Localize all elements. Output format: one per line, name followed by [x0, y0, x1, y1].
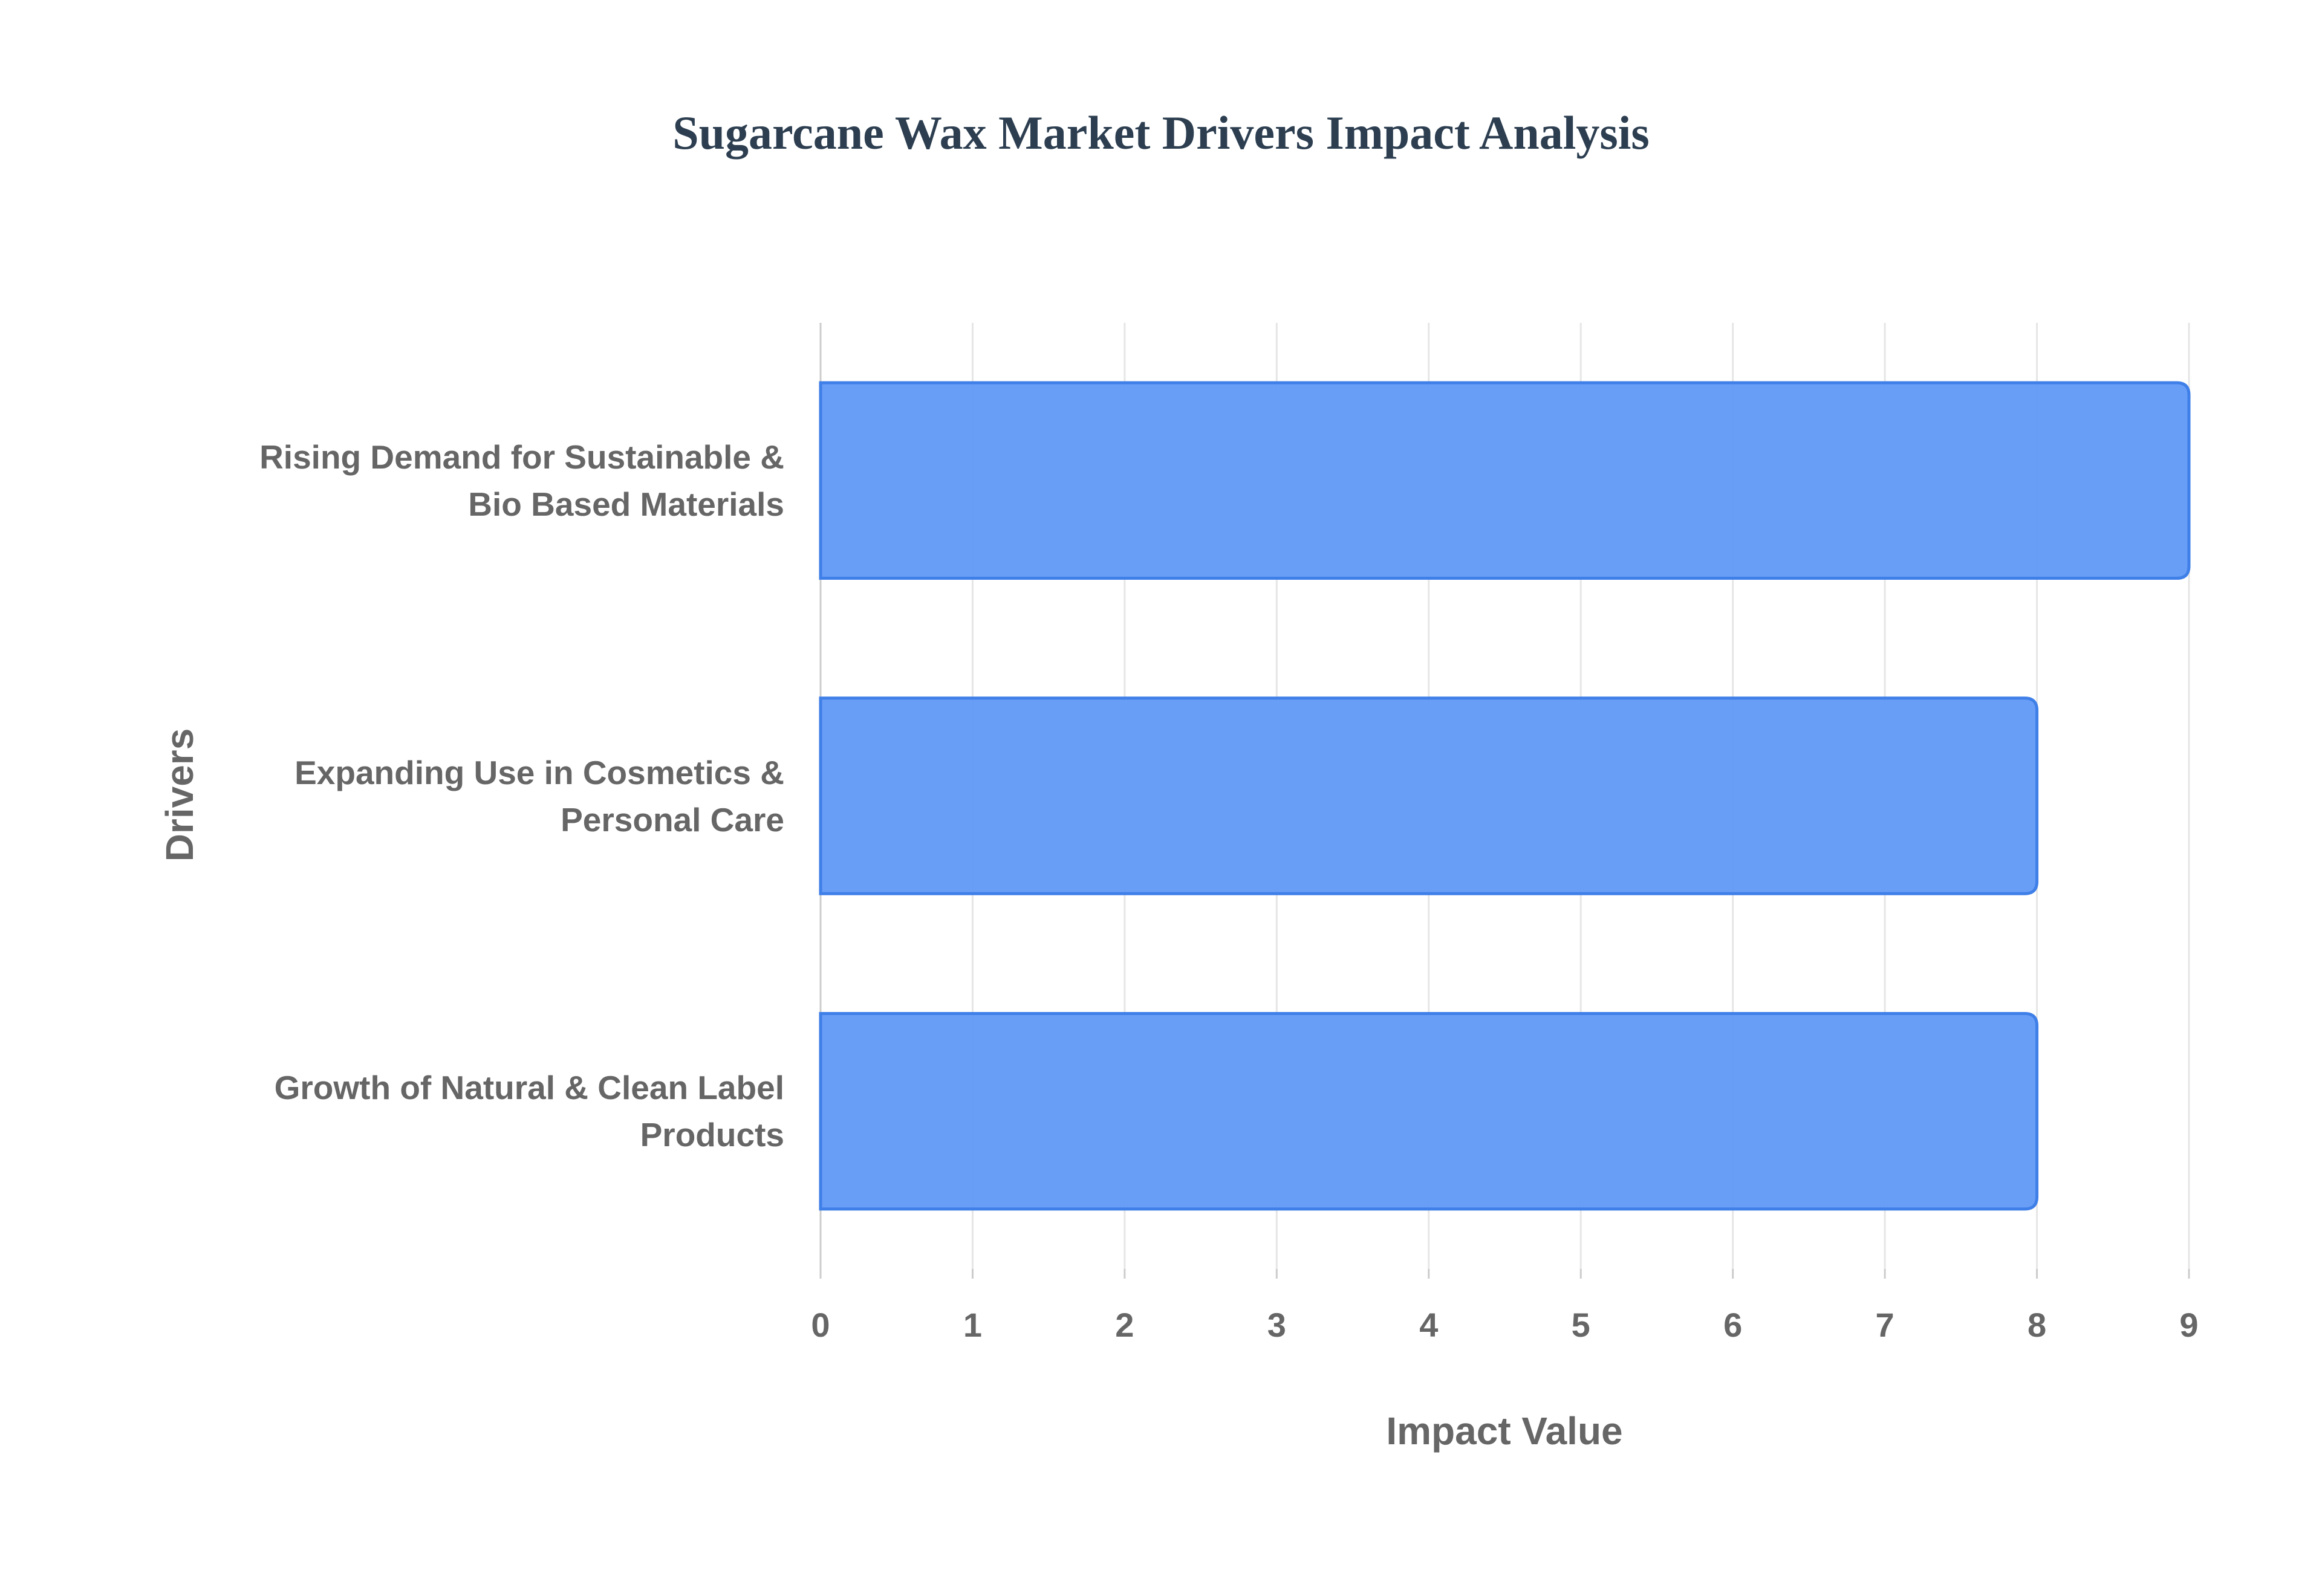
x-tick-label: 5	[1572, 1306, 1590, 1344]
bar	[819, 1011, 2039, 1211]
x-tick-label: 9	[2179, 1306, 2198, 1344]
x-tick-label: 0	[811, 1306, 830, 1344]
x-tick-label: 3	[1267, 1306, 1286, 1344]
x-tick-label: 7	[1876, 1306, 1894, 1344]
y-axis-title: Drivers	[158, 728, 201, 862]
y-tick-label: Growth of Natural & Clean Label Products	[274, 1069, 784, 1154]
x-tick-label: 8	[2028, 1306, 2046, 1344]
x-axis-title: Impact Value	[1386, 1409, 1622, 1453]
chart-title: Sugarcane Wax Market Drivers Impact Anal…	[672, 106, 1650, 159]
bar	[819, 696, 2039, 895]
bar	[819, 381, 2191, 580]
y-tick-label: Expanding Use in Cosmetics & Personal Ca…	[294, 753, 784, 839]
x-tick-label: 1	[963, 1306, 982, 1344]
x-tick-label: 6	[1723, 1306, 1742, 1344]
x-tick-label: 4	[1419, 1306, 1438, 1344]
x-tick-label: 2	[1115, 1306, 1134, 1344]
y-tick-label: Rising Demand for Sustainable & Bio Base…	[259, 438, 784, 523]
